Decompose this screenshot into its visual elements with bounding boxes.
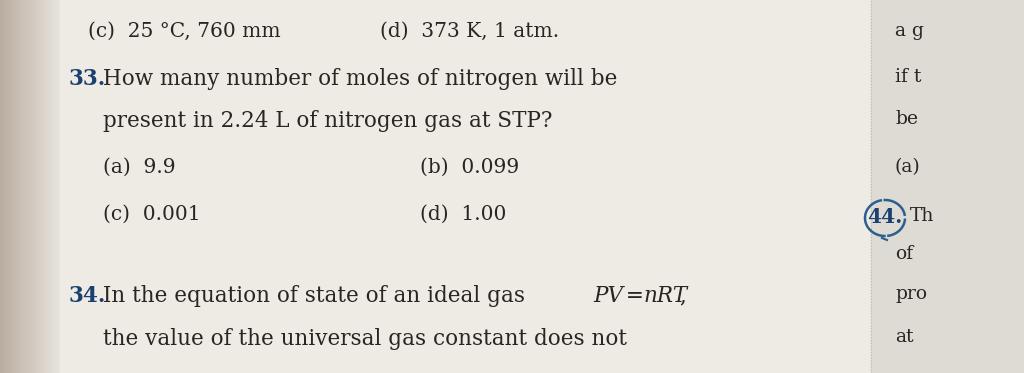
Text: In the equation of state of an ideal gas: In the equation of state of an ideal gas	[103, 285, 531, 307]
Text: (c)  25 °C, 760 mm: (c) 25 °C, 760 mm	[88, 22, 281, 41]
Text: (d)  1.00: (d) 1.00	[420, 205, 507, 224]
Text: pro: pro	[895, 285, 927, 303]
Text: =: =	[618, 285, 650, 307]
Text: ,: ,	[679, 285, 686, 307]
Text: (c)  0.001: (c) 0.001	[103, 205, 201, 224]
Text: (d)  373 K, 1 atm.: (d) 373 K, 1 atm.	[380, 22, 559, 41]
Text: How many number of moles of nitrogen will be: How many number of moles of nitrogen wil…	[103, 68, 617, 90]
Text: the value of the universal gas constant does not: the value of the universal gas constant …	[103, 328, 627, 350]
Text: of: of	[895, 245, 913, 263]
Text: 44.: 44.	[867, 207, 902, 227]
Text: if t: if t	[895, 68, 922, 86]
Text: (b)  0.099: (b) 0.099	[420, 158, 519, 177]
FancyBboxPatch shape	[871, 0, 1024, 373]
Text: present in 2.24 L of nitrogen gas at STP?: present in 2.24 L of nitrogen gas at STP…	[103, 110, 552, 132]
Text: (a): (a)	[895, 158, 921, 176]
Text: at: at	[895, 328, 913, 346]
Text: (a)  9.9: (a) 9.9	[103, 158, 176, 177]
Text: 33.: 33.	[68, 68, 105, 90]
Text: a g: a g	[895, 22, 924, 40]
Text: be: be	[895, 110, 918, 128]
Text: Th: Th	[910, 207, 934, 225]
FancyBboxPatch shape	[60, 0, 870, 373]
Text: nRT: nRT	[643, 285, 687, 307]
Text: PV: PV	[593, 285, 623, 307]
Text: 34.: 34.	[68, 285, 105, 307]
